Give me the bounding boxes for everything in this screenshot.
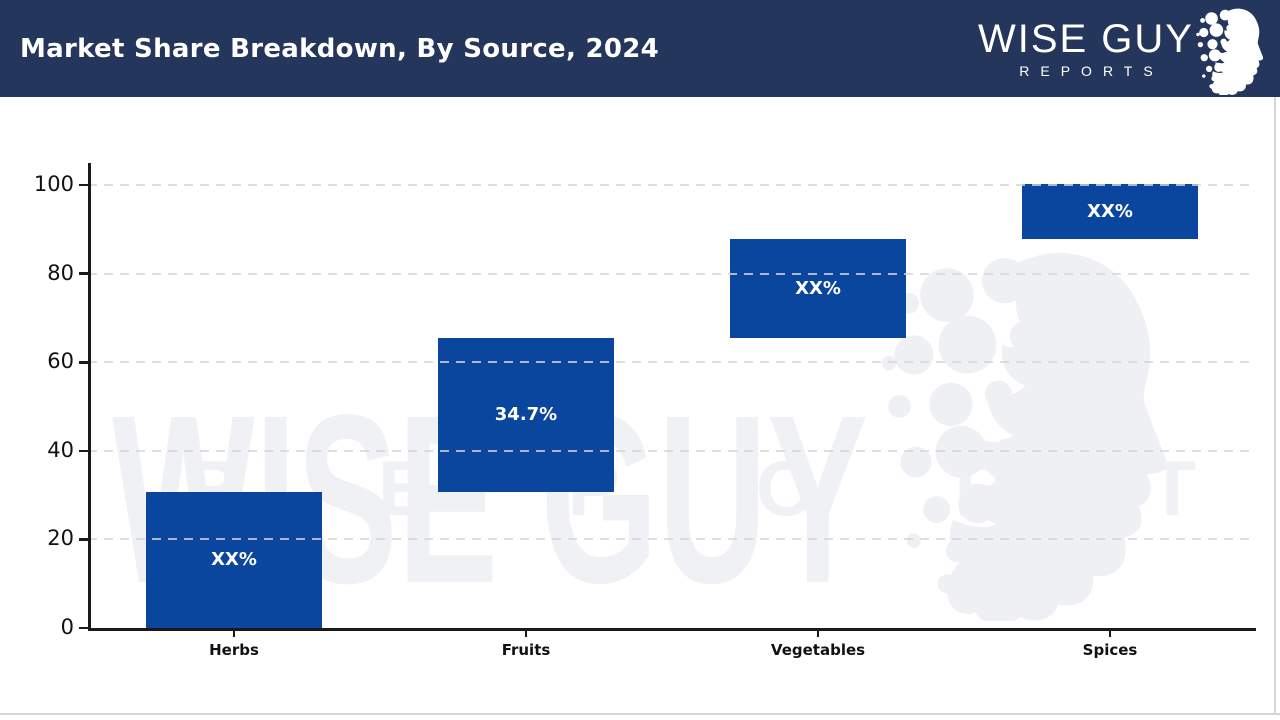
gridline xyxy=(88,538,1256,541)
x-tick-label: Vegetables xyxy=(770,641,866,659)
x-tick-mark xyxy=(524,628,528,637)
x-tick-label: Spices xyxy=(1082,641,1138,659)
chart-region: WISE GUY R E P O R T S 020406080100XX%He… xyxy=(0,97,1280,720)
y-tick-mark xyxy=(79,538,88,541)
gridline xyxy=(88,272,1256,275)
bar-fruits: 34.7% xyxy=(438,337,614,492)
gridline xyxy=(88,184,1256,187)
page-title: Market Share Breakdown, By Source, 2024 xyxy=(20,33,660,64)
x-tick-label: Herbs xyxy=(209,641,259,659)
x-tick-mark xyxy=(816,628,820,637)
bar-spices: XX% xyxy=(1022,184,1198,239)
figure-frame-bottom xyxy=(0,713,1280,715)
figure-frame-right xyxy=(1274,97,1276,715)
bar-value-label: XX% xyxy=(1087,200,1133,222)
bar-value-label: XX% xyxy=(211,549,257,571)
y-tick-mark xyxy=(79,272,88,275)
x-tick-label: Fruits xyxy=(501,641,551,659)
brand-head-icon xyxy=(1180,3,1276,95)
bar-value-label: XX% xyxy=(795,277,841,299)
y-tick-label: 80 xyxy=(47,260,74,285)
brand-logo-subtitle: REPORTS xyxy=(1019,62,1164,79)
header-bar: Market Share Breakdown, By Source, 2024 … xyxy=(0,0,1280,97)
bar-vegetables: XX% xyxy=(730,238,906,338)
brand-logo-wordmark: WISE GUY xyxy=(977,16,1194,61)
y-tick-label: 100 xyxy=(33,172,74,197)
y-tick-mark xyxy=(79,449,88,453)
bar-herbs: XX% xyxy=(146,491,322,628)
y-tick-mark xyxy=(79,361,88,364)
brand-logo: WISE GUY REPORTS xyxy=(978,0,1276,97)
bar-value-label: 34.7% xyxy=(494,404,558,426)
x-tick-mark xyxy=(232,628,236,637)
y-tick-label: 20 xyxy=(47,526,74,551)
brand-logo-text: WISE GUY REPORTS xyxy=(978,19,1194,79)
y-tick-mark xyxy=(79,183,88,187)
y-tick-label: 0 xyxy=(60,615,74,639)
y-axis-spine xyxy=(88,163,91,631)
y-tick-label: 40 xyxy=(47,437,74,462)
y-tick-label: 60 xyxy=(47,349,74,374)
gridline xyxy=(88,449,1256,452)
x-axis-spine xyxy=(88,628,1256,631)
y-tick-mark xyxy=(79,626,88,630)
x-tick-mark xyxy=(1108,628,1112,637)
gridline xyxy=(88,361,1256,364)
